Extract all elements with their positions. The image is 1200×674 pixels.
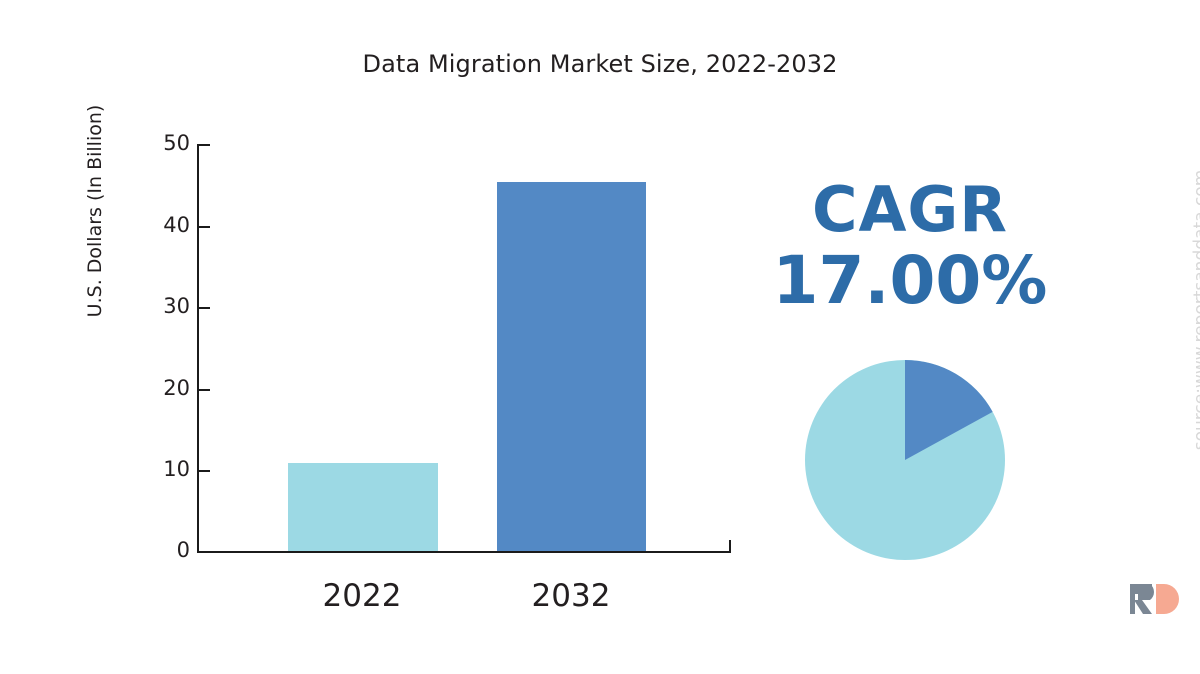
logo-icon <box>1130 584 1179 614</box>
bar-2022[interactable] <box>288 463 438 551</box>
logo[interactable] <box>1128 582 1188 616</box>
y-tick-0 <box>197 551 210 553</box>
y-tick-label-10: 10 <box>163 457 190 481</box>
y-tick-20 <box>197 389 210 391</box>
cagr-label: CAGR <box>811 173 1009 246</box>
y-tick-label-30: 30 <box>163 294 190 318</box>
logo-letter-d <box>1156 584 1179 614</box>
y-tick-label-20: 20 <box>163 376 190 400</box>
x-axis-cap-left <box>197 542 199 553</box>
y-tick-label-50: 50 <box>163 131 190 155</box>
y-tick-label-0: 0 <box>176 538 190 562</box>
y-tick-30 <box>197 307 210 309</box>
y-axis-line <box>197 144 199 553</box>
y-tick-label-40: 40 <box>163 213 190 237</box>
y-tick-50 <box>197 144 210 146</box>
x-axis-line <box>197 551 731 553</box>
cagr-value: 17.00% <box>772 242 1048 320</box>
bar-2032[interactable] <box>497 182 646 551</box>
y-tick-10 <box>197 470 210 472</box>
bar-chart: U.S. Dollars (In Billion) 50 40 30 20 10… <box>84 104 731 614</box>
page-title: Data Migration Market Size, 2022-2032 <box>362 50 838 78</box>
y-axis-title: U.S. Dollars (In Billion) <box>84 104 106 318</box>
pie-slice-cagr[interactable] <box>905 360 993 460</box>
y-tick-40 <box>197 226 210 228</box>
logo-letter-r <box>1130 584 1154 614</box>
pie-chart <box>805 360 1005 560</box>
cagr-annotation: CAGR 17.00% <box>760 178 1060 315</box>
x-category-label-2032: 2032 <box>531 578 611 614</box>
pie-chart-svg <box>805 360 1005 560</box>
x-category-label-2022: 2022 <box>322 578 402 614</box>
source-watermark: source:www.reportsanddata.com <box>1190 169 1200 451</box>
x-axis-cap-right <box>729 540 731 553</box>
